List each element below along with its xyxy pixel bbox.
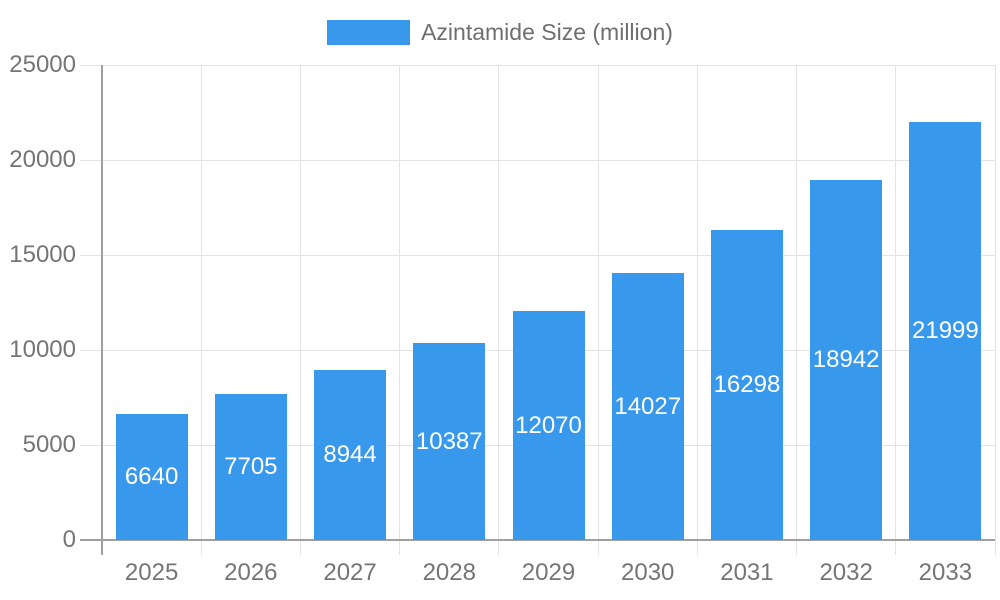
bar [413, 343, 486, 540]
v-gridline [399, 65, 401, 555]
bar [611, 273, 684, 540]
y-axis-line [101, 65, 103, 555]
bar [710, 230, 783, 540]
x-tick-label: 2030 [621, 559, 675, 586]
h-gridline [80, 159, 995, 161]
v-gridline [994, 65, 996, 555]
bar [314, 370, 387, 540]
y-tick-label: 25000 [9, 51, 76, 78]
bar [214, 394, 287, 540]
chart-legend: Azintamide Size (million) [0, 20, 1000, 45]
bar [512, 311, 585, 540]
x-tick-label: 2031 [720, 559, 774, 586]
bar-value-label: 10387 [415, 427, 483, 455]
v-gridline [299, 65, 301, 555]
bar-value-label: 12070 [515, 411, 582, 439]
x-tick-label: 2027 [323, 559, 377, 586]
bar-value-label: 18942 [812, 346, 880, 373]
h-gridline [80, 254, 995, 256]
legend-swatch [327, 20, 411, 45]
v-gridline [895, 65, 897, 555]
x-axis-line [80, 539, 995, 541]
v-gridline [200, 65, 202, 555]
y-tick-label: 10000 [9, 336, 76, 363]
bar [909, 122, 982, 540]
x-tick-label: 2025 [124, 559, 179, 586]
v-gridline [597, 65, 599, 555]
bar-value-label: 16298 [713, 371, 781, 398]
x-tick-label: 2032 [819, 559, 873, 586]
bar [115, 414, 188, 540]
x-tick-label: 2029 [521, 559, 576, 586]
x-tick-label: 2028 [422, 559, 476, 586]
h-gridline [80, 64, 995, 66]
v-gridline [796, 65, 798, 555]
bar-value-label: 7705 [224, 453, 278, 480]
v-gridline [696, 65, 698, 555]
y-tick-label: 15000 [9, 241, 76, 268]
bar-value-label: 6640 [124, 463, 179, 490]
bar-value-label: 8944 [323, 441, 377, 468]
v-gridline [498, 65, 500, 555]
x-tick-label: 2033 [918, 559, 973, 586]
y-tick-label: 20000 [9, 146, 76, 173]
bar-value-label: 14027 [614, 392, 682, 420]
y-tick-label: 5000 [22, 431, 76, 458]
bar [810, 180, 883, 540]
y-tick-label: 0 [62, 526, 76, 553]
x-tick-label: 2026 [224, 559, 278, 586]
legend-label: Azintamide Size (million) [421, 19, 673, 45]
bar-value-label: 21999 [912, 317, 979, 344]
